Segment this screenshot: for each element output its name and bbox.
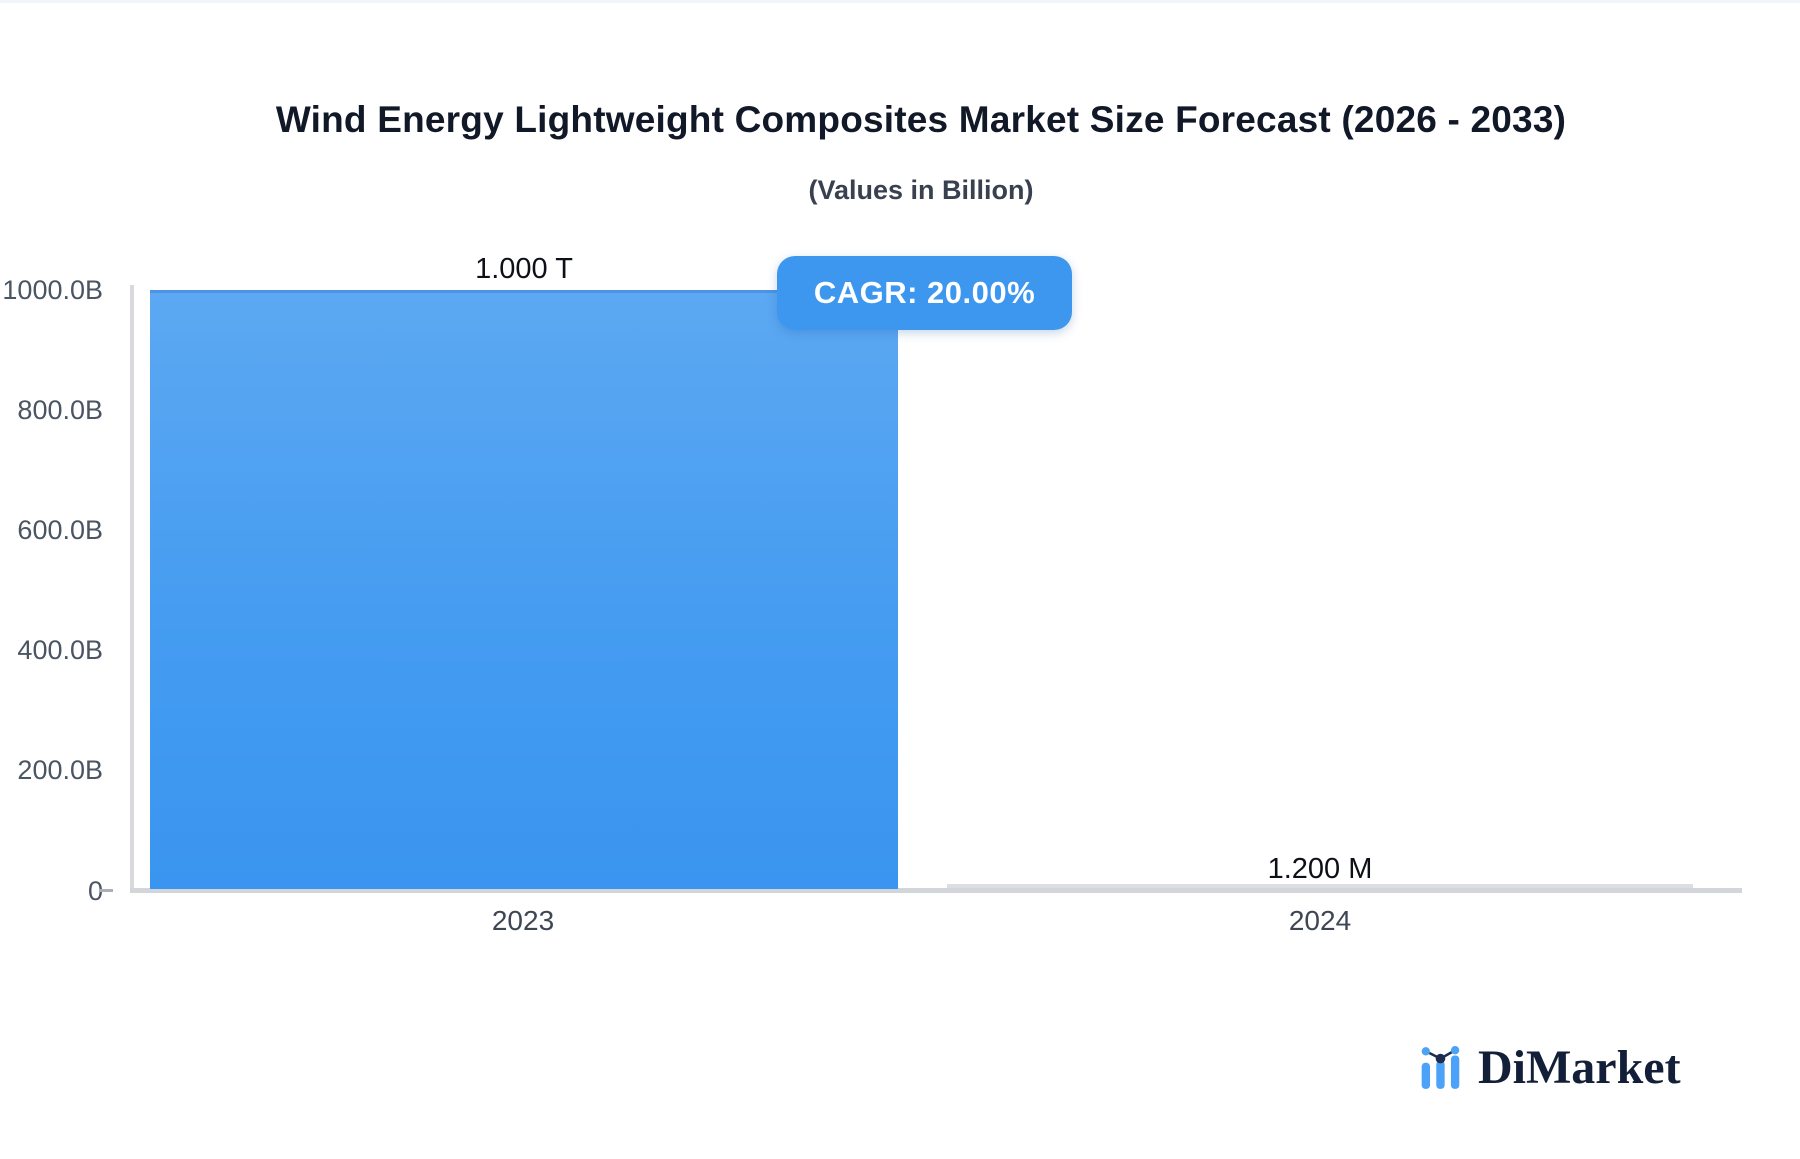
x-axis-baseline [130,888,1742,893]
y-tick-label-800: 800.0B [17,395,103,425]
brand-name: DiMarket [1478,1041,1681,1094]
y-tick-label-400: 400.0B [17,635,103,665]
x-tick-label-2024: 2024 [1288,905,1352,936]
y-tick-label-1000: 1000.0B [2,275,103,305]
y-tick-mark-zero [100,889,113,892]
y-tick-label-600: 600.0B [17,515,103,545]
dimarket-bar-chart-icon [1421,1046,1460,1089]
bar-value-label-2023: 1.000 T [475,253,573,285]
bar-2023 [150,290,898,889]
x-tick-label-2023: 2023 [491,905,555,936]
y-tick-label-200: 200.0B [17,755,103,785]
bar-2024 [947,884,1693,888]
cagr-badge-label: CAGR: 20.00% [813,275,1036,310]
y-tick-label-0: 0 [87,876,103,906]
chart-title: Wind Energy Lightweight Composites Marke… [275,99,1567,140]
y-axis-line [130,285,134,893]
bar-value-label-2024: 1.200 M [1267,853,1373,885]
cagr-badge: CAGR: 20.00% [777,256,1072,330]
brand-watermark: DiMarket [1420,1041,1681,1094]
chart-subtitle: (Values in Billion) [808,175,1034,205]
